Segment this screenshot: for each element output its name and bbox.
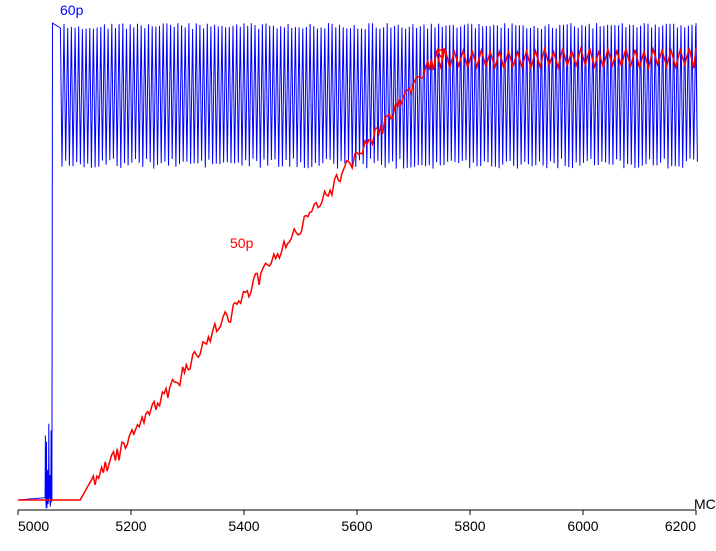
x-tick-label: 5600 (341, 518, 372, 534)
chart-container: 5000 5200 5400 5600 5800 6000 6200 60p 50p MC (0, 0, 716, 551)
x-tick-label: 6000 (567, 518, 598, 534)
series-label-50p: 50p (230, 235, 253, 251)
x-tick-label: 5400 (228, 518, 259, 534)
x-axis-unit-label: MC (694, 496, 716, 512)
x-tick-label: 5000 (18, 518, 49, 534)
series-label-60p: 60p (60, 2, 83, 18)
x-tick-label: 5200 (115, 518, 146, 534)
x-tick-label: 6200 (665, 518, 696, 534)
chart-svg: 5000 5200 5400 5600 5800 6000 6200 (0, 0, 716, 551)
x-tick-label: 5800 (454, 518, 485, 534)
series-60p (18, 23, 697, 508)
